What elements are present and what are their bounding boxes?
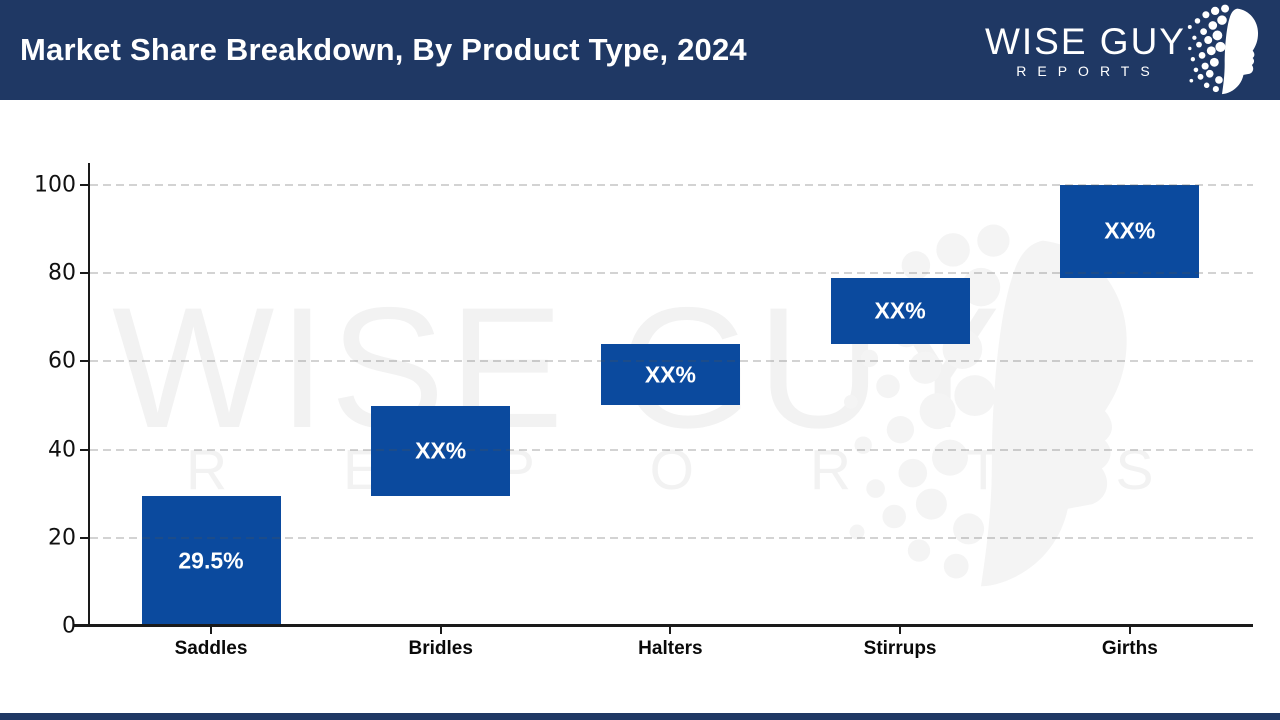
grid-line — [90, 360, 1253, 363]
logo-brand-text: WISE GUY — [984, 20, 1186, 62]
y-tick-mark — [80, 360, 89, 363]
bar-value-label: XX% — [644, 361, 696, 388]
grid-line — [90, 272, 1253, 275]
brand-logo: WISE GUY REPORTS — [985, 0, 1272, 100]
bar-halters — [600, 343, 740, 406]
y-tick-label: 40 — [48, 437, 76, 463]
x-tick-mark — [1128, 627, 1131, 634]
y-tick-mark — [80, 536, 89, 539]
x-tick-mark — [669, 627, 672, 634]
x-tick-label: Halters — [638, 638, 703, 659]
bar-bridles — [371, 405, 511, 496]
y-tick-mark — [80, 272, 89, 275]
x-tick-label: Bridles — [408, 638, 473, 659]
y-tick-mark — [80, 448, 89, 451]
grid-line — [90, 536, 1253, 539]
bar-value-label: XX% — [415, 437, 467, 464]
logo-face-icon — [1187, 4, 1259, 95]
y-tick-mark — [80, 184, 89, 186]
x-tick-label: Saddles — [174, 638, 248, 659]
y-tick-label: 0 — [62, 613, 76, 639]
page-title: Market Share Breakdown, By Product Type,… — [20, 32, 747, 67]
bar-saddles — [141, 495, 281, 626]
logo-reports-text: REPORTS — [1016, 62, 1161, 79]
x-tick-label: Stirrups — [863, 638, 937, 659]
x-tick-mark — [439, 627, 442, 634]
header-bar: Market Share Breakdown, By Product Type,… — [0, 0, 1280, 100]
y-tick-mark — [80, 625, 89, 627]
grid-line — [90, 448, 1253, 451]
y-axis-line — [88, 163, 90, 626]
x-axis-line — [74, 624, 1253, 627]
x-tick-mark — [210, 627, 212, 634]
y-tick-label: 20 — [48, 525, 76, 551]
x-tick-mark — [899, 627, 902, 634]
bar-value-label: XX% — [874, 297, 926, 324]
y-tick-label: 100 — [34, 172, 76, 198]
bar-value-label: 29.5% — [178, 547, 244, 574]
grid-line — [90, 184, 1253, 186]
y-tick-label: 80 — [48, 260, 76, 286]
footer-bar — [0, 713, 1280, 720]
x-tick-label: Girths — [1101, 638, 1158, 659]
bar-value-label: XX% — [1104, 217, 1156, 244]
y-tick-label: 60 — [48, 348, 76, 374]
